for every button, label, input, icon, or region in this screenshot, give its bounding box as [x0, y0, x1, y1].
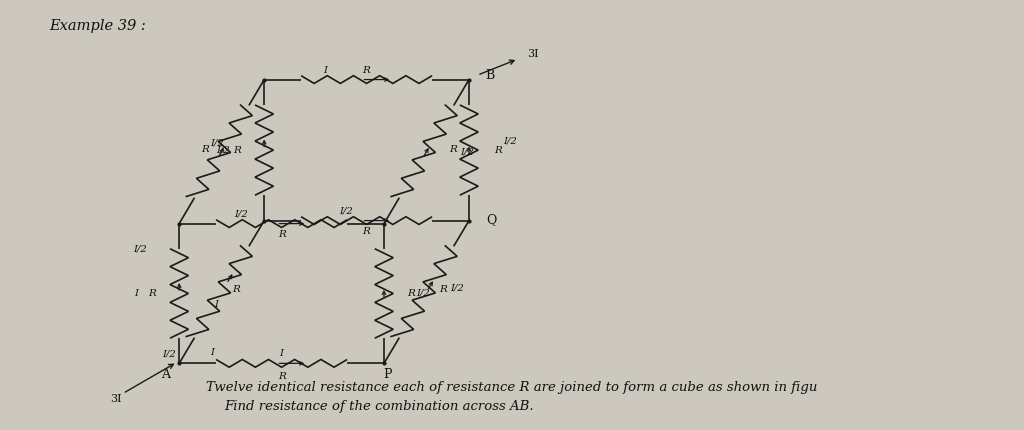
Text: I/2: I/2 — [339, 207, 353, 215]
Text: R: R — [439, 286, 446, 294]
Text: I: I — [210, 348, 214, 357]
Text: R: R — [148, 289, 157, 298]
Text: A: A — [162, 368, 170, 381]
Text: I: I — [324, 66, 328, 74]
Text: R: R — [362, 227, 371, 236]
Text: I/2: I/2 — [162, 350, 176, 358]
Text: Find resistance of the combination across AB.: Find resistance of the combination acros… — [224, 400, 534, 413]
Text: 3I: 3I — [526, 49, 539, 59]
Text: I/2: I/2 — [503, 137, 517, 146]
Text: R: R — [278, 230, 286, 239]
Text: P: P — [383, 369, 391, 381]
Text: I/2: I/2 — [210, 138, 223, 147]
Text: I: I — [215, 301, 218, 309]
Text: I/2: I/2 — [461, 147, 474, 156]
Text: Example 39 :: Example 39 : — [49, 19, 145, 33]
Text: Q: Q — [486, 213, 497, 226]
Text: B: B — [484, 69, 495, 82]
Text: R: R — [278, 372, 286, 381]
Text: R: R — [450, 145, 457, 154]
Text: R: R — [233, 146, 242, 154]
Text: R: R — [232, 286, 240, 294]
Text: I/2: I/2 — [133, 245, 147, 254]
Text: R: R — [362, 66, 371, 74]
Text: Twelve identical resistance each of resistance R are joined to form a cube as sh: Twelve identical resistance each of resi… — [206, 381, 818, 394]
Text: I/2: I/2 — [216, 146, 230, 154]
Text: I/2: I/2 — [451, 283, 464, 292]
Text: I/2: I/2 — [233, 210, 248, 218]
Text: I/2: I/2 — [416, 289, 430, 298]
Text: I: I — [280, 350, 284, 358]
Text: R: R — [202, 145, 209, 154]
Text: R: R — [494, 146, 502, 154]
Text: R: R — [407, 289, 415, 298]
Text: 3I: 3I — [110, 393, 122, 404]
Text: I: I — [134, 289, 138, 298]
